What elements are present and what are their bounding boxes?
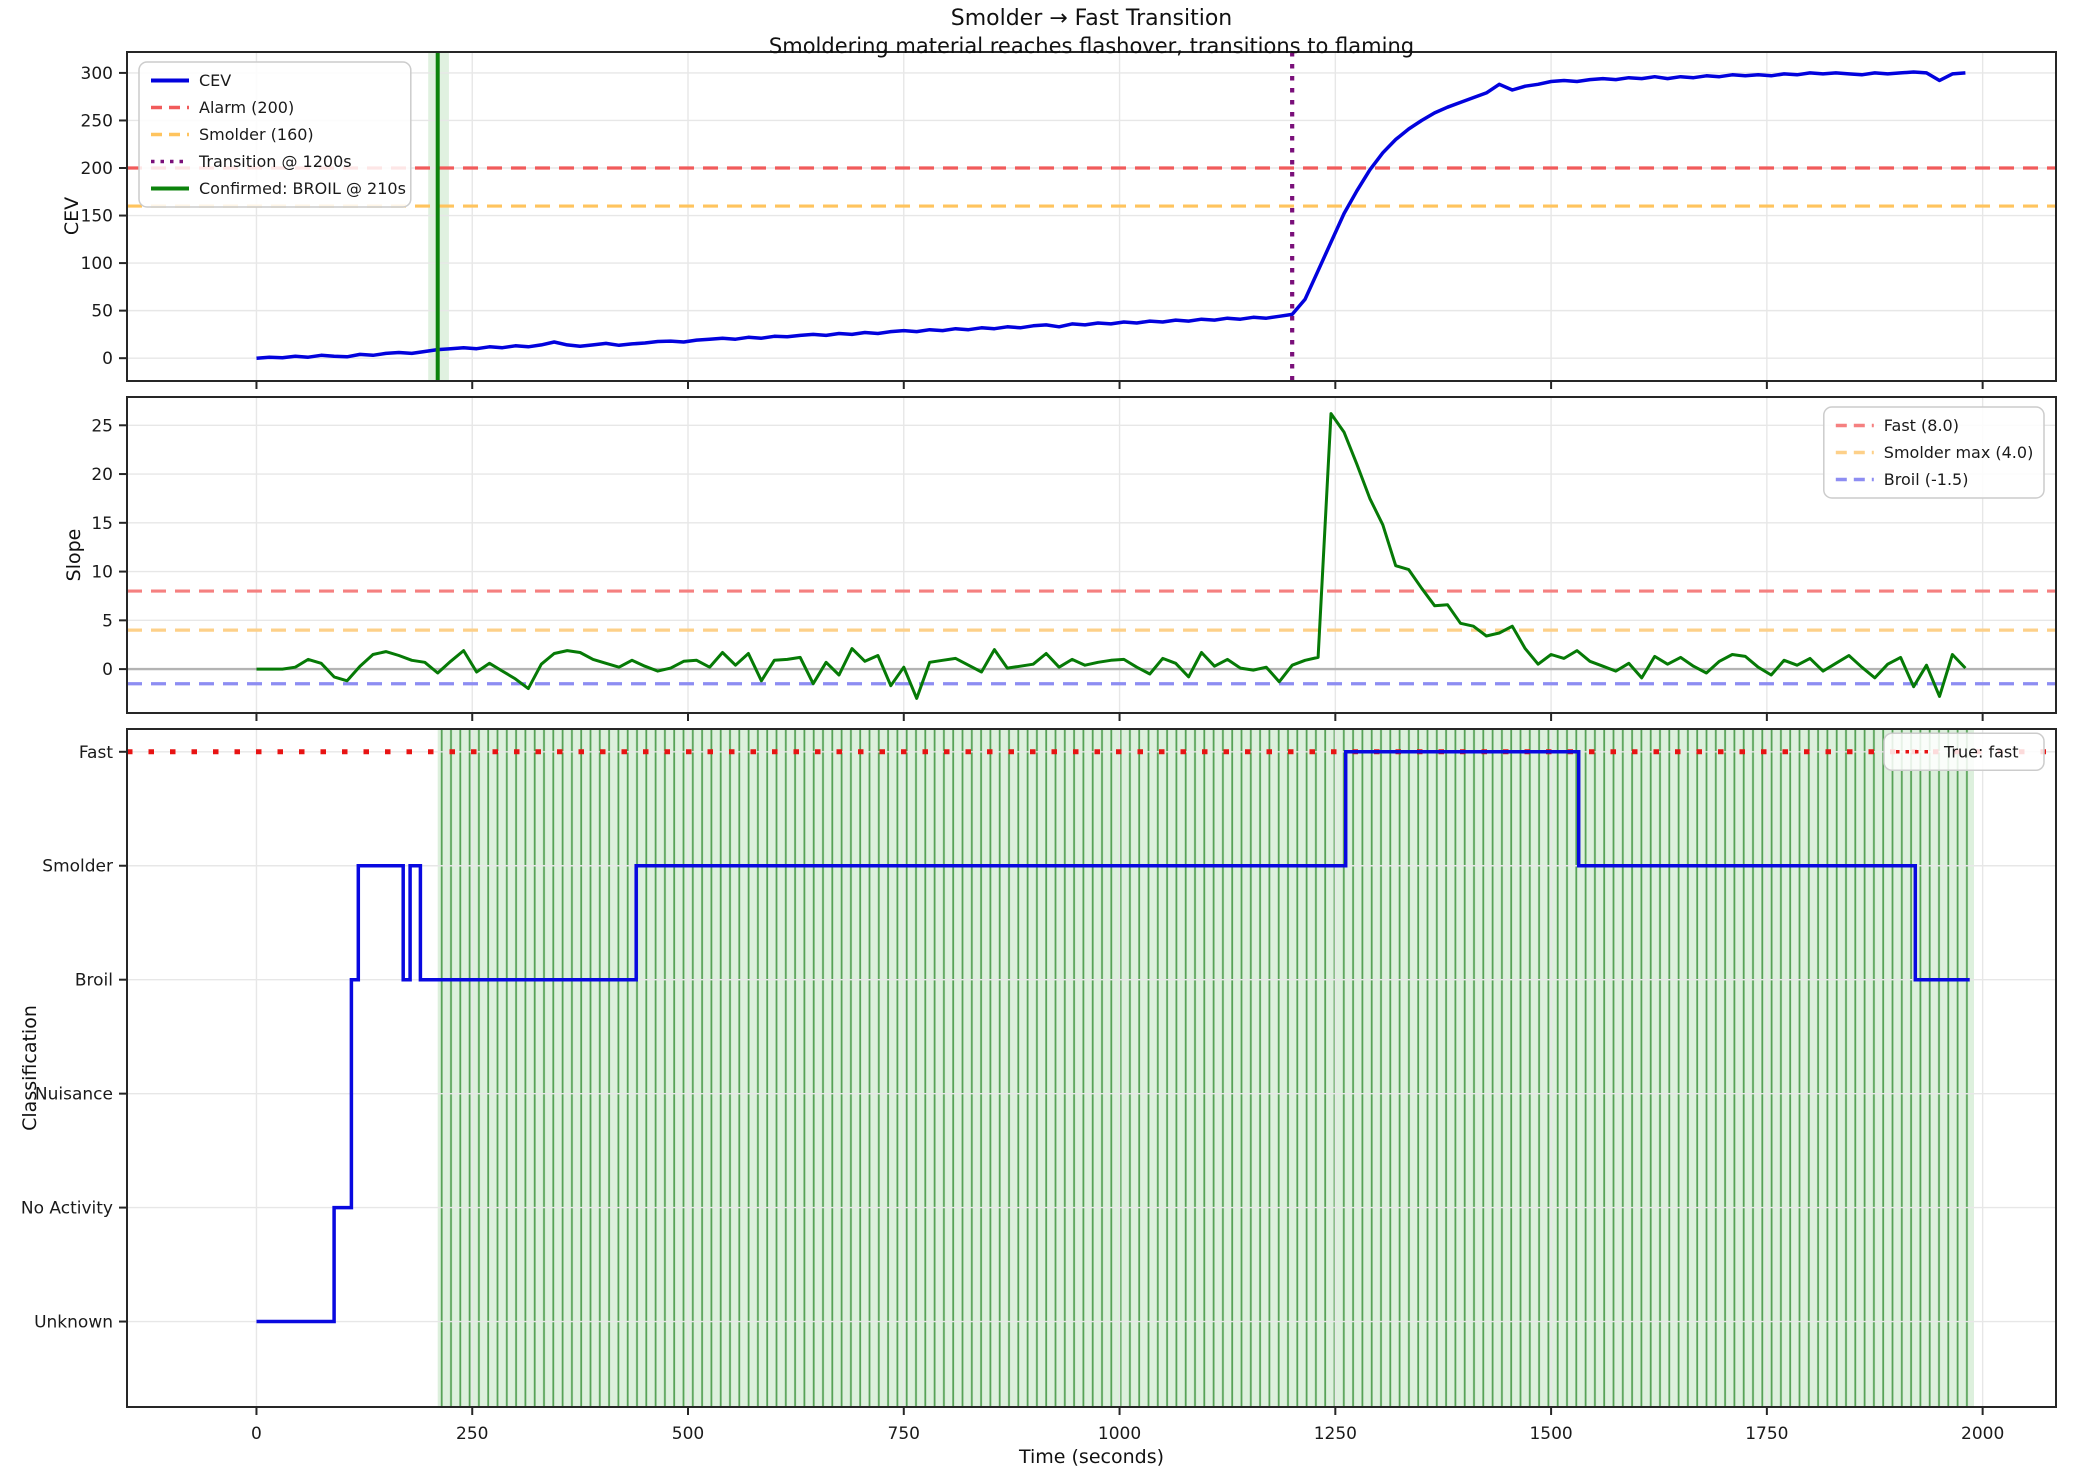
axes-spines: [126, 728, 2057, 1408]
cev-plot: 0 50 100 150 200 250 300 CEV Alarm (200) Smolder …: [81, 51, 2057, 389]
x-tick-label: 1250: [1314, 1424, 1357, 1444]
y-tick-label: 0: [102, 349, 113, 369]
classification-step-line: [256, 750, 1970, 1324]
legend-label: Fast (8.0): [1884, 416, 1959, 435]
slope-line: [256, 412, 1967, 700]
y-tick-label: 250: [81, 111, 113, 131]
confirmed-region: [437, 729, 1975, 1407]
plot-title: Smolder → Fast Transition: [950, 6, 1233, 31]
legend: CEV Alarm (200) Smolder (160) Transition @ …: [138, 61, 412, 208]
y-tick-label: 100: [81, 254, 113, 274]
y-tick-label: 25: [91, 416, 113, 436]
y-axis-label-cev: CEV: [61, 196, 83, 236]
y-tick-label: 150: [81, 207, 113, 227]
y-tick-label: Unknown: [34, 1313, 113, 1333]
y-tick-label: 10: [91, 563, 113, 583]
y-axis-label-classification: Classification: [19, 1005, 41, 1131]
legend-box: [138, 61, 412, 208]
y-tick-label: No Activity: [21, 1199, 113, 1219]
x-tick-label: 250: [456, 1424, 488, 1444]
axes-spines: [126, 396, 2057, 714]
y-tick-label: Nuisance: [35, 1085, 113, 1105]
x-tick-label: 0: [251, 1424, 262, 1444]
legend-label: Alarm (200): [199, 98, 294, 117]
classification-plot: 0 250 500 750 1000 1250 1500 1750 2000 Unknown No …: [21, 728, 2057, 1444]
y-tick-label: 300: [81, 64, 113, 84]
legend-box: [1823, 406, 2045, 499]
y-tick-label: Smolder: [42, 857, 113, 877]
legend-label: Confirmed: BROIL @ 210s: [199, 179, 406, 198]
x-tick-label: 1750: [1745, 1424, 1788, 1444]
legend-label: Transition @ 1200s: [198, 152, 352, 171]
x-tick-label: 500: [672, 1424, 704, 1444]
legend-label: CEV: [199, 71, 231, 90]
legend-label: True: fast: [1943, 742, 2019, 761]
y-tick-label: Broil: [75, 971, 113, 991]
legend-label: Broil (-1.5): [1884, 470, 1969, 489]
plot-subtitle: Smoldering material reaches flashover, t…: [768, 34, 1415, 58]
x-tick-label: 1500: [1529, 1424, 1572, 1444]
y-tick-label: 5: [102, 611, 113, 631]
x-tick-label: 2000: [1961, 1424, 2004, 1444]
y-tick-label: Fast: [79, 743, 113, 763]
x-tick-label: 1000: [1098, 1424, 1141, 1444]
x-tick-label: 750: [888, 1424, 920, 1444]
y-tick-label: 15: [91, 514, 113, 534]
y-tick-label: 50: [91, 302, 113, 322]
legend-box: [1883, 732, 2045, 772]
legend: Fast (8.0) Smolder max (4.0) Broil (-1.5): [1823, 406, 2045, 499]
x-axis-label: Time (seconds): [1018, 1446, 1165, 1468]
legend-label: Smolder max (4.0): [1884, 443, 2034, 462]
y-tick-label: 0: [102, 660, 113, 680]
legend-label: Smolder (160): [199, 125, 314, 144]
y-tick-label: 200: [81, 159, 113, 179]
y-tick-label: 20: [91, 465, 113, 485]
CEV-line: [256, 70, 1966, 360]
legend: True: fast: [1883, 732, 2045, 772]
y-axis-label-slope: Slope: [63, 528, 85, 582]
slope-plot: 0 5 10 15 20 25 Fast (8.0) Smolder max (4.0) Bro…: [91, 396, 2057, 721]
